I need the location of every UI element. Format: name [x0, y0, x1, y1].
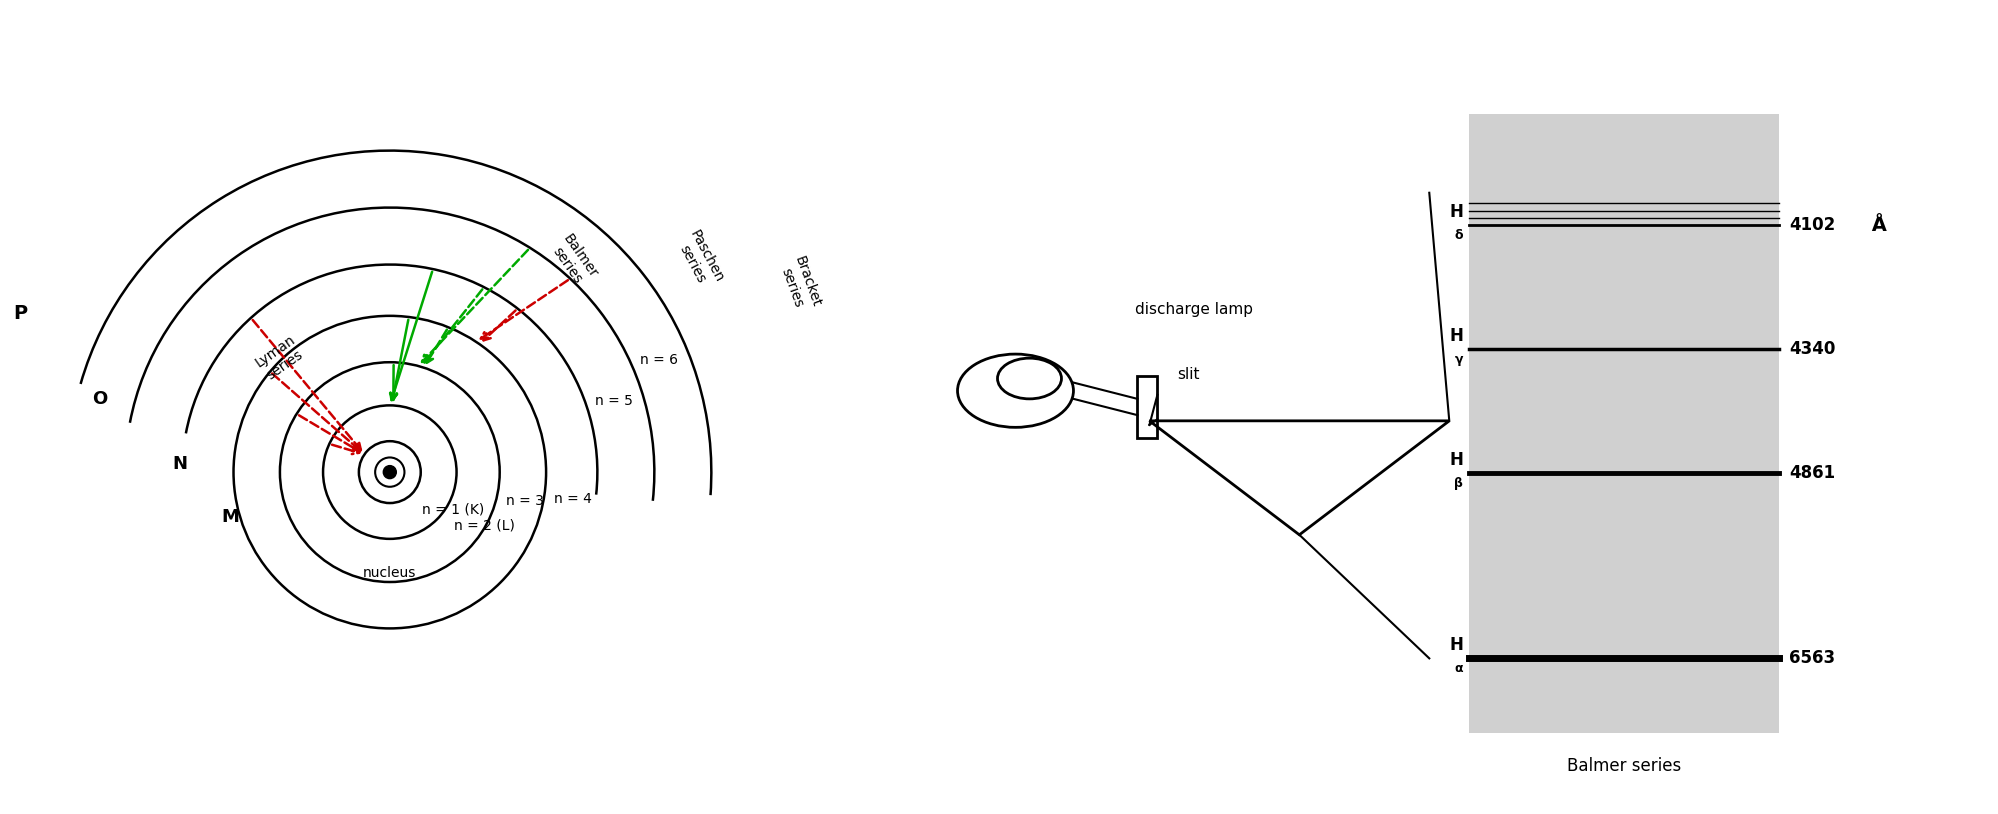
- Text: O: O: [92, 390, 108, 408]
- Text: H: H: [1449, 204, 1463, 221]
- Text: 4102: 4102: [1788, 217, 1834, 234]
- Text: Å: Å: [1864, 216, 1886, 234]
- Bar: [1137, 376, 1157, 438]
- Text: Paschen
series: Paschen series: [673, 228, 725, 293]
- Text: nucleus: nucleus: [364, 566, 416, 580]
- Text: Balmer
series: Balmer series: [547, 231, 599, 290]
- Text: δ: δ: [1455, 230, 1463, 243]
- Text: 6563: 6563: [1788, 650, 1834, 667]
- Text: β: β: [1455, 477, 1463, 490]
- Bar: [1469, 114, 1778, 733]
- Text: P: P: [12, 304, 28, 323]
- Text: H: H: [1449, 637, 1463, 654]
- Text: n = 5: n = 5: [595, 394, 633, 408]
- Text: n = 3: n = 3: [505, 493, 543, 508]
- Text: n = 4: n = 4: [553, 492, 591, 506]
- Text: 4861: 4861: [1788, 464, 1834, 482]
- Text: slit: slit: [1177, 367, 1199, 382]
- Ellipse shape: [384, 466, 396, 479]
- Text: γ: γ: [1455, 353, 1463, 366]
- Text: α: α: [1455, 663, 1463, 676]
- Text: Balmer series: Balmer series: [1566, 757, 1680, 775]
- Text: Lyman
series: Lyman series: [252, 333, 308, 383]
- Text: Bracket
series: Bracket series: [775, 255, 823, 315]
- Text: n = 6: n = 6: [639, 353, 677, 367]
- Text: n = 2 (L): n = 2 (L): [454, 519, 515, 532]
- Text: H: H: [1449, 451, 1463, 469]
- Text: N: N: [172, 455, 188, 473]
- Text: discharge lamp: discharge lamp: [1135, 302, 1253, 317]
- Text: 4340: 4340: [1788, 340, 1834, 358]
- Text: n = 1 (K): n = 1 (K): [422, 502, 484, 516]
- Text: H: H: [1449, 327, 1463, 345]
- Text: M: M: [222, 508, 238, 526]
